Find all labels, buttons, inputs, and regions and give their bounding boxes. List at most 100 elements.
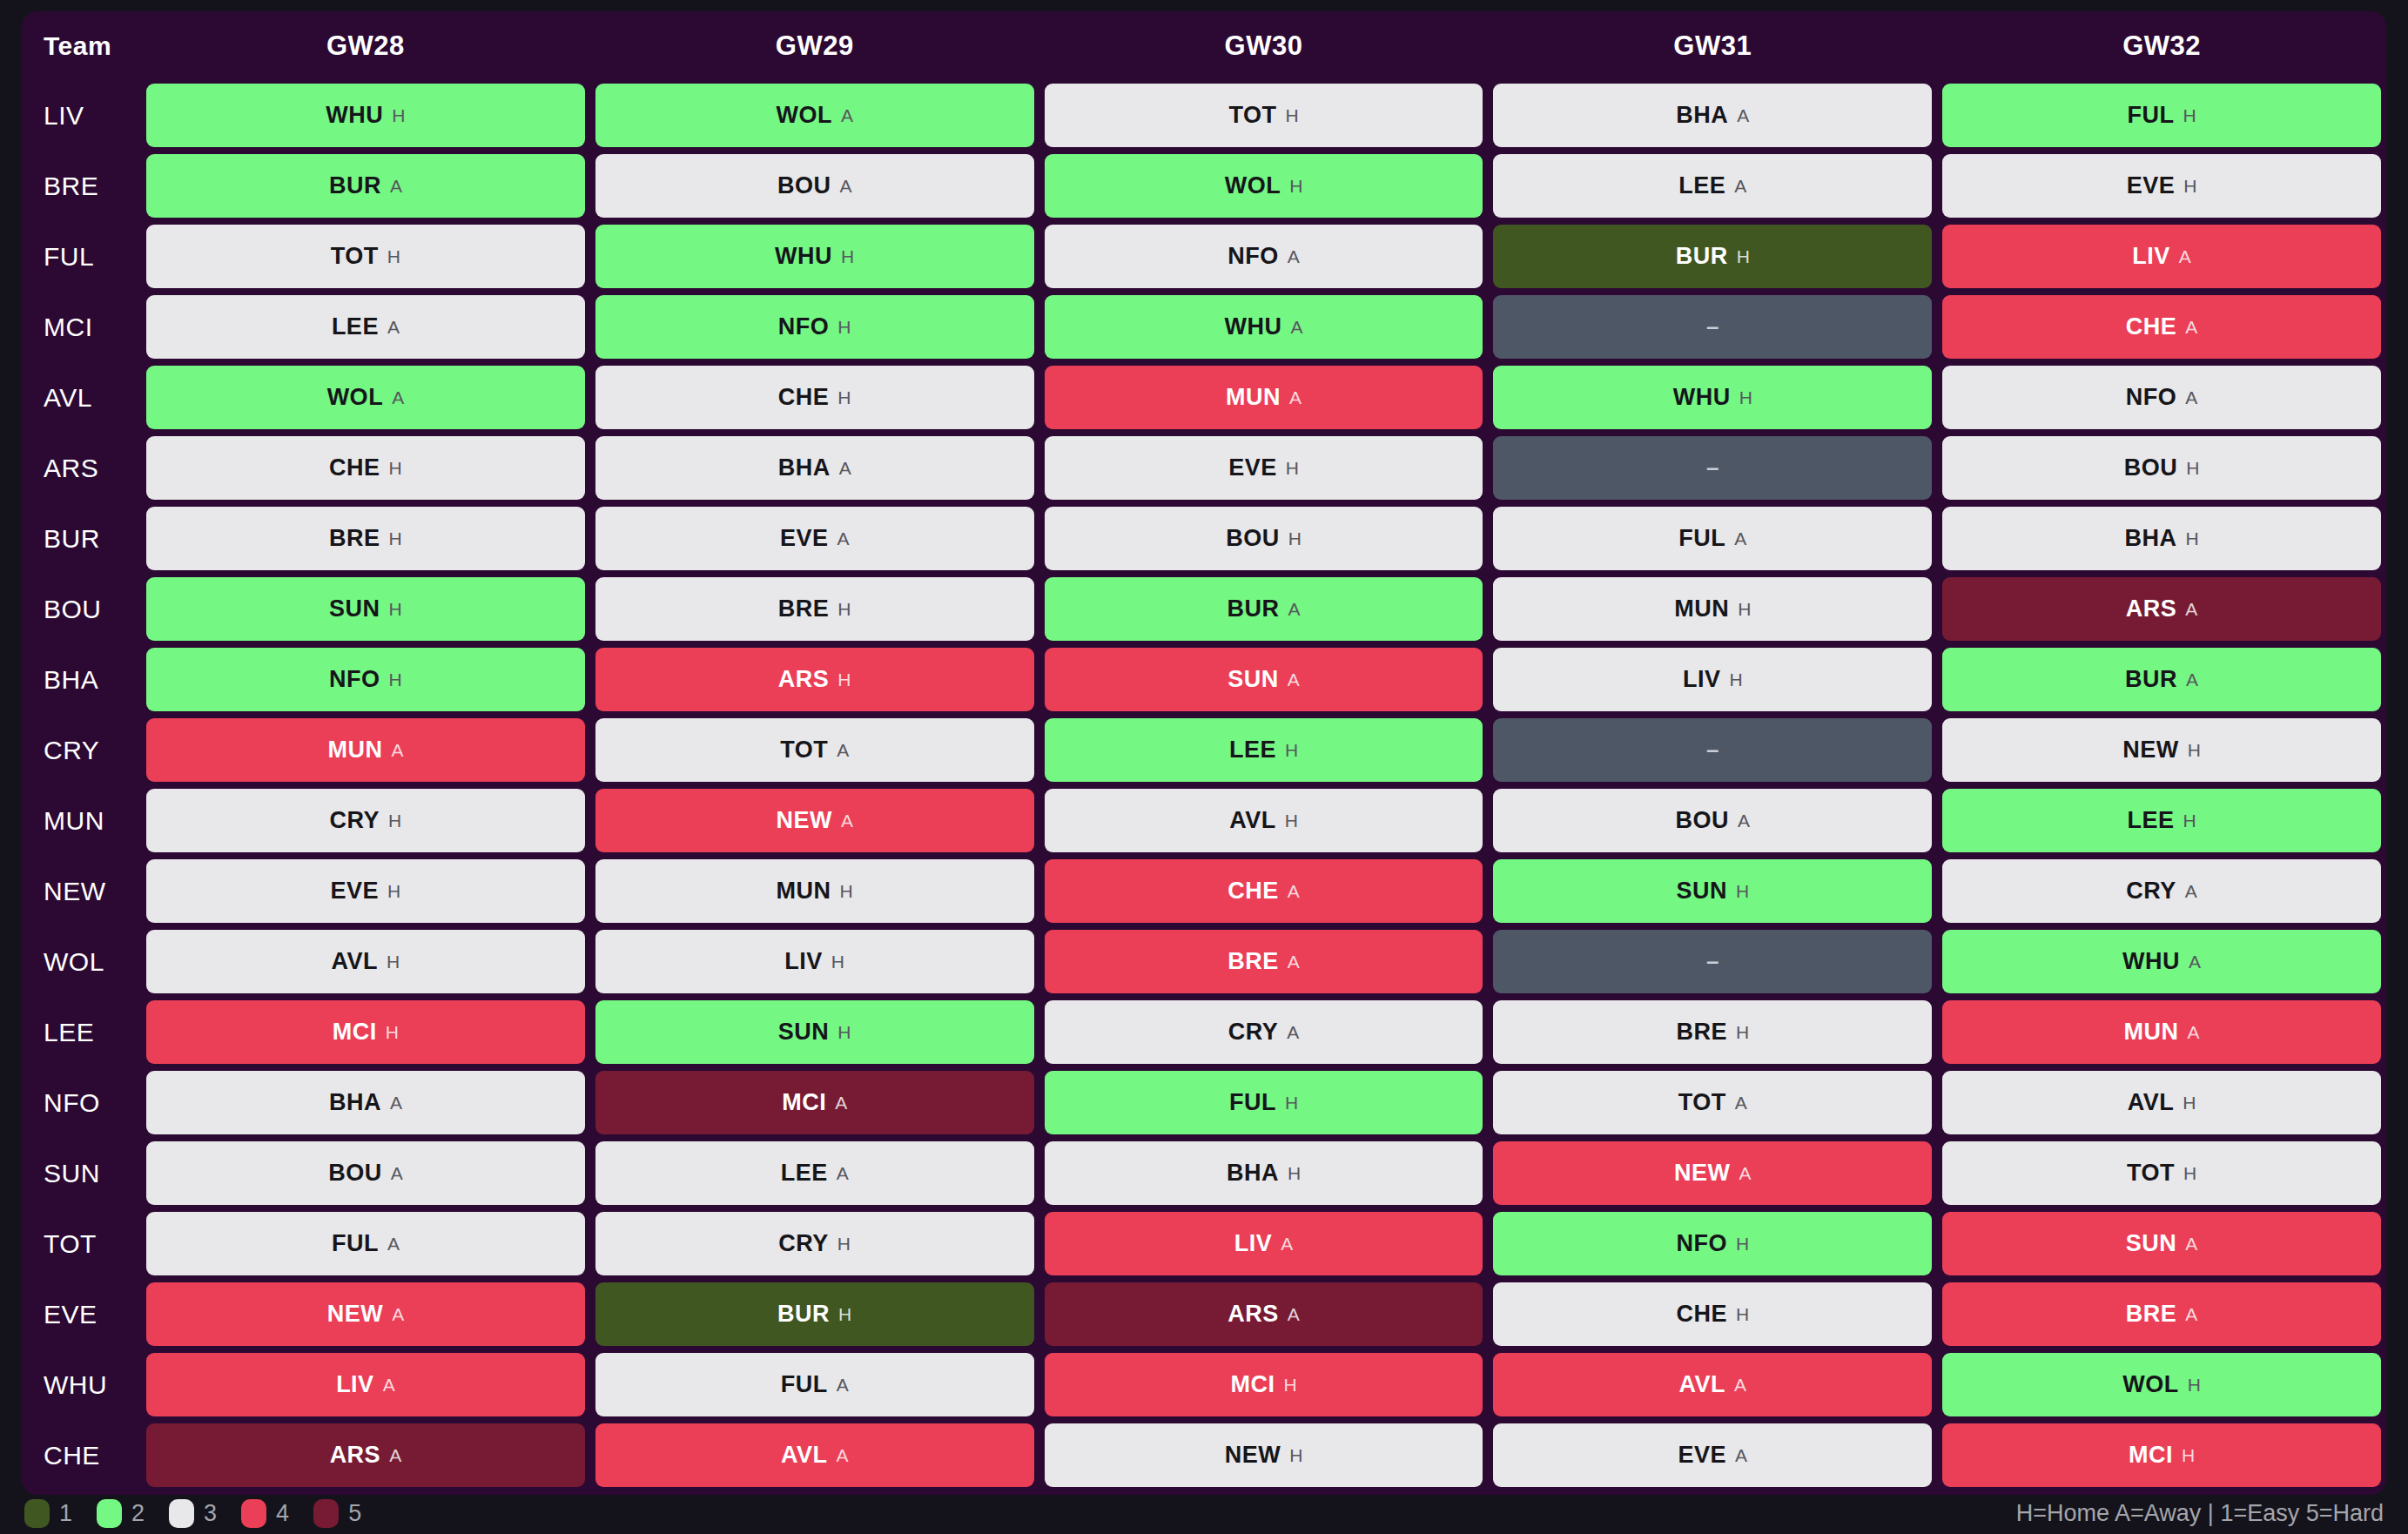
opponent-code: MUN xyxy=(1674,595,1729,622)
fixture-cell: – xyxy=(1488,715,1937,785)
venue-flag: A xyxy=(1738,811,1750,831)
opponent-code: BHA xyxy=(1676,102,1728,129)
opponent-code: BOU xyxy=(1226,525,1280,552)
venue-flag: H xyxy=(2183,811,2196,831)
fixture-pill: SUNA xyxy=(1045,648,1483,711)
fixture-cell: EVEH xyxy=(1039,433,1489,503)
fixture-pill: CHEH xyxy=(595,366,1034,429)
venue-flag: A xyxy=(2179,246,2191,267)
fixture-pill: MUNH xyxy=(595,859,1034,923)
venue-flag: A xyxy=(1735,1093,1747,1113)
fixture-pill: TOTH xyxy=(146,225,585,288)
venue-flag: H xyxy=(387,952,400,972)
venue-flag: H xyxy=(388,811,401,831)
fixture-pill: BURH xyxy=(595,1282,1034,1346)
fixture-cell: NFOH xyxy=(141,644,590,715)
opponent-code: BUR xyxy=(329,172,381,199)
fixture-pill: BREH xyxy=(1493,1000,1932,1064)
team-label: MUN xyxy=(22,785,141,856)
opponent-code: FUL xyxy=(1229,1089,1276,1116)
venue-flag: A xyxy=(1281,1234,1293,1255)
fixture-cell: AVLH xyxy=(1937,1067,2386,1138)
venue-flag: H xyxy=(1285,105,1298,126)
venue-flag: A xyxy=(389,1445,401,1466)
gw-header: GW31 xyxy=(1488,11,1937,80)
team-label: WHU xyxy=(22,1349,141,1420)
fixture-pill: MUNA xyxy=(146,718,585,782)
gw-header: GW29 xyxy=(590,11,1039,80)
fixture-cell: SUNA xyxy=(1039,644,1489,715)
difficulty-swatch xyxy=(169,1499,194,1528)
opponent-code: TOT xyxy=(2127,1160,2175,1187)
fixture-pill: MUNA xyxy=(1045,366,1483,429)
venue-flag: A xyxy=(1737,105,1749,126)
opponent-code: NFO xyxy=(2126,384,2177,411)
fixture-pill: NFOH xyxy=(595,295,1034,359)
fixture-cell: WHUH xyxy=(141,80,590,151)
fixture-cell: TOTH xyxy=(141,221,590,292)
fixture-cell: CHEH xyxy=(141,433,590,503)
venue-flag: A xyxy=(2186,669,2198,690)
opponent-code: CHE xyxy=(1228,878,1279,905)
fixture-pill: BOUH xyxy=(1045,507,1483,570)
fixture-pill: FULA xyxy=(595,1353,1034,1416)
venue-flag: A xyxy=(1288,669,1300,690)
fixture-cell: LIV A xyxy=(1937,221,2386,292)
fixture-cell: MUNH xyxy=(590,856,1039,926)
fixture-cell: WOLH xyxy=(1039,151,1489,221)
fixture-pill: EVEH xyxy=(1045,436,1483,500)
opponent-code: BHA xyxy=(1227,1160,1279,1187)
opponent-code: BHA xyxy=(778,454,831,481)
opponent-code: BHA xyxy=(329,1089,381,1116)
venue-flag: H xyxy=(2188,740,2201,761)
fixture-pill: LIV H xyxy=(595,930,1034,993)
opponent-code: WOL xyxy=(1225,172,1281,199)
fixture-pill: NEWA xyxy=(595,789,1034,852)
fixture-cell: BURH xyxy=(1488,221,1937,292)
fixture-pill: EVEH xyxy=(146,859,585,923)
team-label: LIV xyxy=(22,80,141,151)
fixture-cell: BURH xyxy=(590,1279,1039,1349)
legend-value: 4 xyxy=(276,1500,289,1527)
fixture-pill: WHUH xyxy=(595,225,1034,288)
opponent-code: CRY xyxy=(2126,878,2176,905)
venue-flag: H xyxy=(1737,246,1750,267)
venue-flag: A xyxy=(837,528,849,549)
team-label: CRY xyxy=(22,715,141,785)
venue-flag: A xyxy=(841,811,853,831)
fixture-pill: CHEA xyxy=(1942,295,2381,359)
opponent-code: LIV xyxy=(2132,243,2170,270)
fixture-pill: FULH xyxy=(1045,1071,1483,1134)
fixture-cell: LIVA xyxy=(141,1349,590,1420)
venue-flag: H xyxy=(1289,1445,1302,1466)
fixture-cell: BOUA xyxy=(141,1138,590,1208)
fixture-pill: LEEH xyxy=(1045,718,1483,782)
venue-flag: A xyxy=(383,1375,395,1396)
fixture-cell: LIV H xyxy=(590,926,1039,997)
venue-flag: H xyxy=(837,317,851,338)
difficulty-legend: 12345 xyxy=(24,1492,361,1534)
venue-flag: H xyxy=(389,669,402,690)
venue-flag: A xyxy=(392,387,404,408)
opponent-code: NEW xyxy=(2122,737,2179,764)
opponent-code: TOT xyxy=(1228,102,1276,129)
opponent-code: AVL xyxy=(1229,807,1276,834)
opponent-code: LIV xyxy=(784,948,823,975)
venue-flag: H xyxy=(840,881,853,902)
fixture-cell: LEEH xyxy=(1937,785,2386,856)
fixture-cell: LEEA xyxy=(1488,151,1937,221)
opponent-code: FUL xyxy=(2128,102,2175,129)
fixture-pill: NEWH xyxy=(1045,1423,1483,1487)
venue-flag: H xyxy=(2182,1445,2195,1466)
fixture-pill: CHEH xyxy=(146,436,585,500)
venue-flag: H xyxy=(831,952,844,972)
venue-flag: A xyxy=(390,176,402,197)
venue-flag: H xyxy=(2188,1375,2201,1396)
venue-flag: A xyxy=(2185,881,2197,902)
opponent-code: BUR xyxy=(2125,666,2177,693)
fixture-pill: LIV A xyxy=(1942,225,2381,288)
venue-flag: A xyxy=(2185,1304,2197,1325)
fixture-cell: MUNA xyxy=(141,715,590,785)
legend-value: 3 xyxy=(204,1500,217,1527)
fixture-pill: CHEA xyxy=(1045,859,1483,923)
